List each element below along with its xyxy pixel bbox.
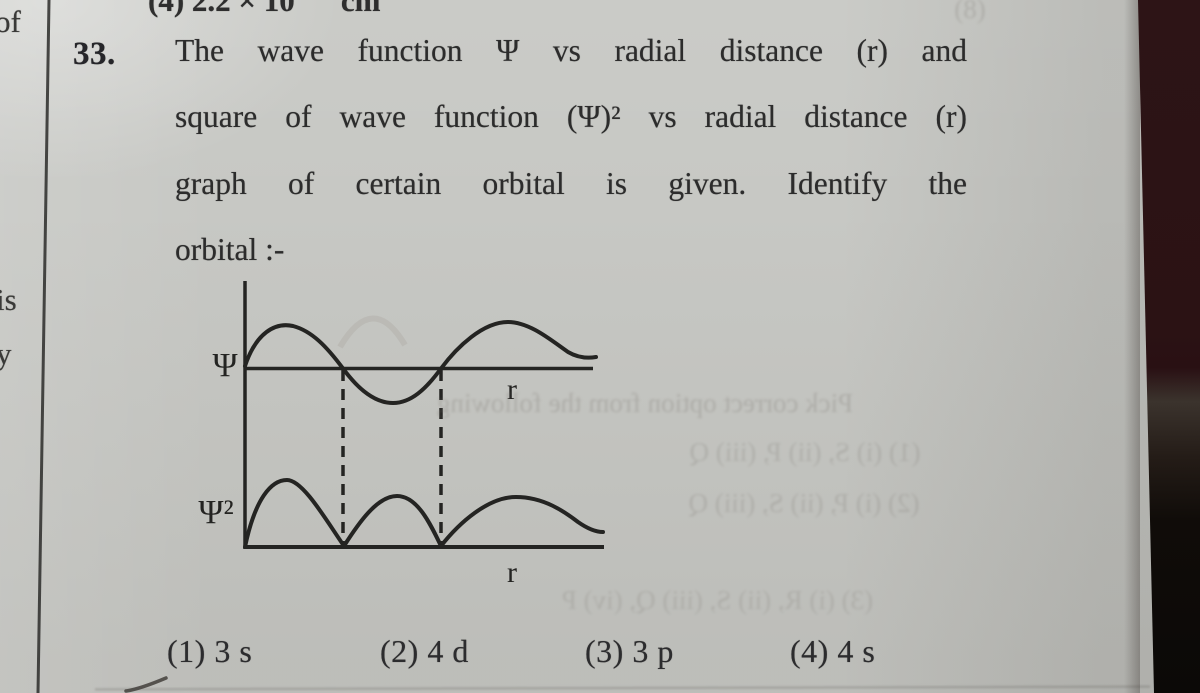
option-2: (2) 4 d [380,633,469,669]
column-separator-line [36,0,51,693]
psi-squared-curve [243,478,605,549]
psi-squared-axis-label: Ψ² [198,494,233,531]
option-3: (3) 3 p [585,633,674,669]
top-r-label: r [507,373,517,406]
question-number: 33. [73,36,116,72]
option-1: (1) 3 s [167,633,253,669]
handwritten-tick-mark [124,676,168,693]
margin-fragment-of: of [0,4,21,39]
ghost-line-2: (1) (i) S, (ii) P, (iii) Q [689,437,921,467]
psi-axis-label: Ψ [212,347,237,384]
psi-curve [243,320,598,405]
top-partial-unit: cm [340,0,381,18]
margin-fragment-y: y [0,336,12,371]
bottom-r-label: r [507,556,517,589]
question-line-2: square of wave function (Ψ)² vs radial d… [175,99,967,134]
wavefunction-figure: Ψ r Ψ² r [198,281,605,589]
top-partial-line: (4) 2.2 × 10 cm [148,0,380,19]
bottom-crease-shadow [94,685,1151,691]
question-line-3: graph of certain orbital is given. Ident… [175,166,967,201]
margin-fragment-is: is [0,282,17,317]
question-line-1: The wave function Ψ vs radial distance (… [175,33,967,68]
question-line-4: orbital :- [175,232,285,267]
ghost-line-5: (8) [954,0,986,24]
top-partial-left: (4) 2.2 × 10 [148,0,295,18]
option-4: (4) 4 s [790,633,876,669]
ghost-line-3: (2) (i) P, (ii) S, (iii) Q [688,488,920,518]
page-edge-shadow [1124,0,1140,693]
ghost-curve-hump [337,315,408,349]
